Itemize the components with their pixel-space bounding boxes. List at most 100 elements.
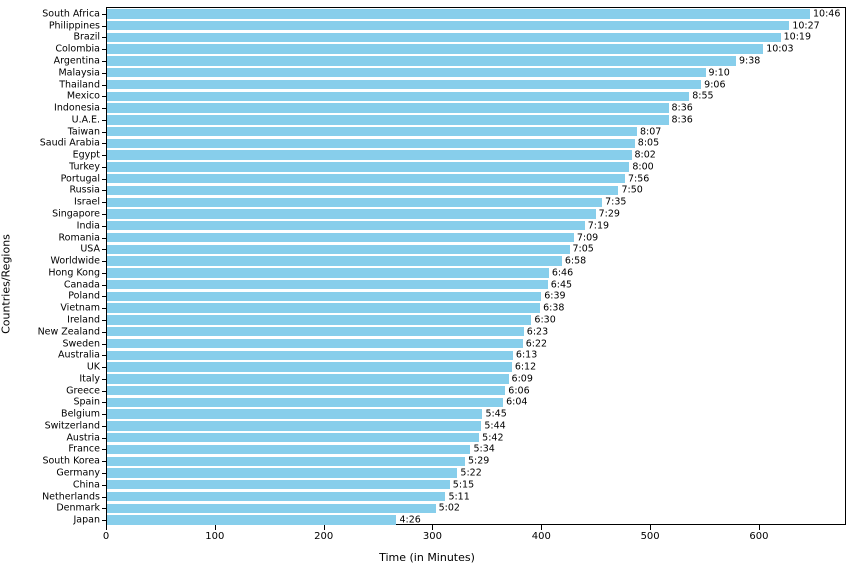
bar — [107, 92, 689, 101]
bar-value-label: 10:03 — [766, 44, 793, 54]
bar-value-label: 6:12 — [515, 362, 536, 372]
y-tick-label: Singapore — [52, 209, 107, 219]
bar-value-label: 7:19 — [588, 221, 609, 231]
y-tick-label: Mexico — [67, 92, 107, 102]
bar — [107, 515, 396, 524]
y-tick-label: Philippines — [49, 21, 107, 31]
y-tick-label: USA — [80, 245, 107, 255]
bar-value-label: 10:19 — [784, 33, 811, 43]
x-tick-label: 100 — [205, 531, 224, 542]
bar — [107, 492, 445, 501]
bar — [107, 421, 481, 430]
x-tick-label: 600 — [749, 531, 768, 542]
bar-value-label: 6:06 — [508, 386, 529, 396]
y-axis-label: Countries/Regions — [0, 234, 13, 334]
bar-value-label: 8:55 — [692, 92, 713, 102]
bar-value-label: 6:13 — [516, 351, 537, 361]
y-tick-label: Germany — [56, 468, 107, 478]
bar-value-label: 6:23 — [527, 327, 548, 337]
bar — [107, 433, 479, 442]
y-tick-label: Russia — [69, 186, 107, 196]
bar-value-label: 5:29 — [468, 457, 489, 467]
y-tick-label: Turkey — [69, 162, 107, 172]
bar — [107, 327, 524, 336]
bar-value-label: 6:22 — [526, 339, 547, 349]
bar-value-label: 8:05 — [638, 139, 659, 149]
bar-value-label: 6:45 — [551, 280, 572, 290]
bar-value-label: 7:05 — [573, 245, 594, 255]
y-tick-label: Japan — [74, 515, 108, 525]
bar — [107, 445, 470, 454]
y-tick-label: South Korea — [42, 457, 107, 467]
bar — [107, 292, 541, 301]
bar — [107, 9, 810, 18]
x-axis-label: Time (in Minutes) — [379, 551, 475, 564]
y-tick-label: Malaysia — [58, 68, 107, 78]
bar — [107, 33, 781, 42]
y-tick-label: Israel — [74, 198, 107, 208]
bar-value-label: 5:42 — [482, 433, 503, 443]
x-tick — [106, 525, 107, 530]
bar — [107, 221, 585, 230]
bar-value-label: 7:50 — [621, 186, 642, 196]
y-tick-label: Portugal — [61, 174, 107, 184]
y-tick-label: France — [68, 445, 107, 455]
y-tick-label: Belgium — [61, 409, 107, 419]
chart-container: Countries/Regions Time (in Minutes) 10:4… — [0, 0, 854, 568]
bar-value-label: 5:22 — [460, 468, 481, 478]
bar — [107, 56, 736, 65]
y-tick-label: Spain — [73, 398, 107, 408]
bar — [107, 339, 523, 348]
bar-value-label: 10:46 — [813, 9, 840, 19]
bar — [107, 362, 512, 371]
y-tick-label: China — [73, 480, 107, 490]
bar — [107, 103, 669, 112]
bar — [107, 186, 618, 195]
bar-value-label: 8:00 — [632, 162, 653, 172]
bar — [107, 280, 548, 289]
y-tick-label: Worldwide — [50, 256, 107, 266]
bar-value-label: 6:04 — [506, 398, 527, 408]
bar — [107, 209, 596, 218]
bar-value-label: 8:36 — [672, 115, 693, 125]
bar — [107, 504, 436, 513]
x-tick-label: 0 — [103, 531, 109, 542]
bar-value-label: 7:35 — [605, 198, 626, 208]
y-tick-label: India — [77, 221, 107, 231]
bar — [107, 315, 531, 324]
bar-value-label: 8:02 — [635, 150, 656, 160]
bar — [107, 44, 763, 53]
y-tick-label: Ireland — [67, 315, 107, 325]
bar — [107, 351, 513, 360]
y-tick-label: Romania — [58, 233, 107, 243]
bar-value-label: 5:45 — [485, 409, 506, 419]
bar-value-label: 4:26 — [399, 515, 420, 525]
y-tick-label: Italy — [79, 374, 107, 384]
y-tick-label: New Zealand — [38, 327, 107, 337]
y-tick-label: Sweden — [62, 339, 107, 349]
y-tick-label: Netherlands — [42, 492, 107, 502]
bar — [107, 480, 450, 489]
bar-value-label: 6:39 — [544, 292, 565, 302]
bar — [107, 409, 482, 418]
bar — [107, 386, 505, 395]
bar-value-label: 6:30 — [534, 315, 555, 325]
bar — [107, 468, 457, 477]
y-tick-label: Greece — [66, 386, 107, 396]
bar — [107, 457, 465, 466]
bar — [107, 398, 503, 407]
bar-value-label: 9:10 — [709, 68, 730, 78]
y-tick-label: Egypt — [73, 150, 107, 160]
bar — [107, 174, 625, 183]
x-tick — [650, 525, 651, 530]
y-tick-label: UK — [87, 362, 107, 372]
bar-value-label: 5:15 — [453, 480, 474, 490]
bar-value-label: 7:29 — [599, 209, 620, 219]
bar — [107, 162, 629, 171]
bar — [107, 245, 570, 254]
y-tick-label: Australia — [58, 351, 107, 361]
bar — [107, 150, 632, 159]
x-tick — [215, 525, 216, 530]
bar — [107, 21, 789, 30]
bar — [107, 374, 509, 383]
